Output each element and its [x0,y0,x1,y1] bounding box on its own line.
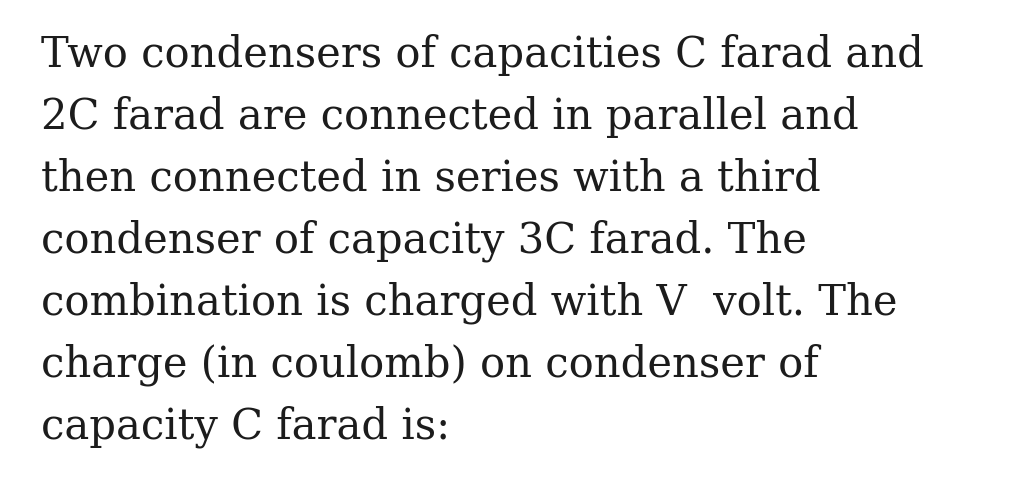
Text: 2C farad are connected in parallel and: 2C farad are connected in parallel and [41,96,859,138]
Text: capacity C farad is:: capacity C farad is: [41,406,451,448]
Text: Two condensers of capacities C farad and: Two condensers of capacities C farad and [41,34,924,76]
Text: combination is charged with V  volt. The: combination is charged with V volt. The [41,282,897,324]
Text: then connected in series with a third: then connected in series with a third [41,158,820,200]
Text: condenser of capacity 3C farad. The: condenser of capacity 3C farad. The [41,220,807,262]
Text: charge (in coulomb) on condenser of: charge (in coulomb) on condenser of [41,344,818,386]
